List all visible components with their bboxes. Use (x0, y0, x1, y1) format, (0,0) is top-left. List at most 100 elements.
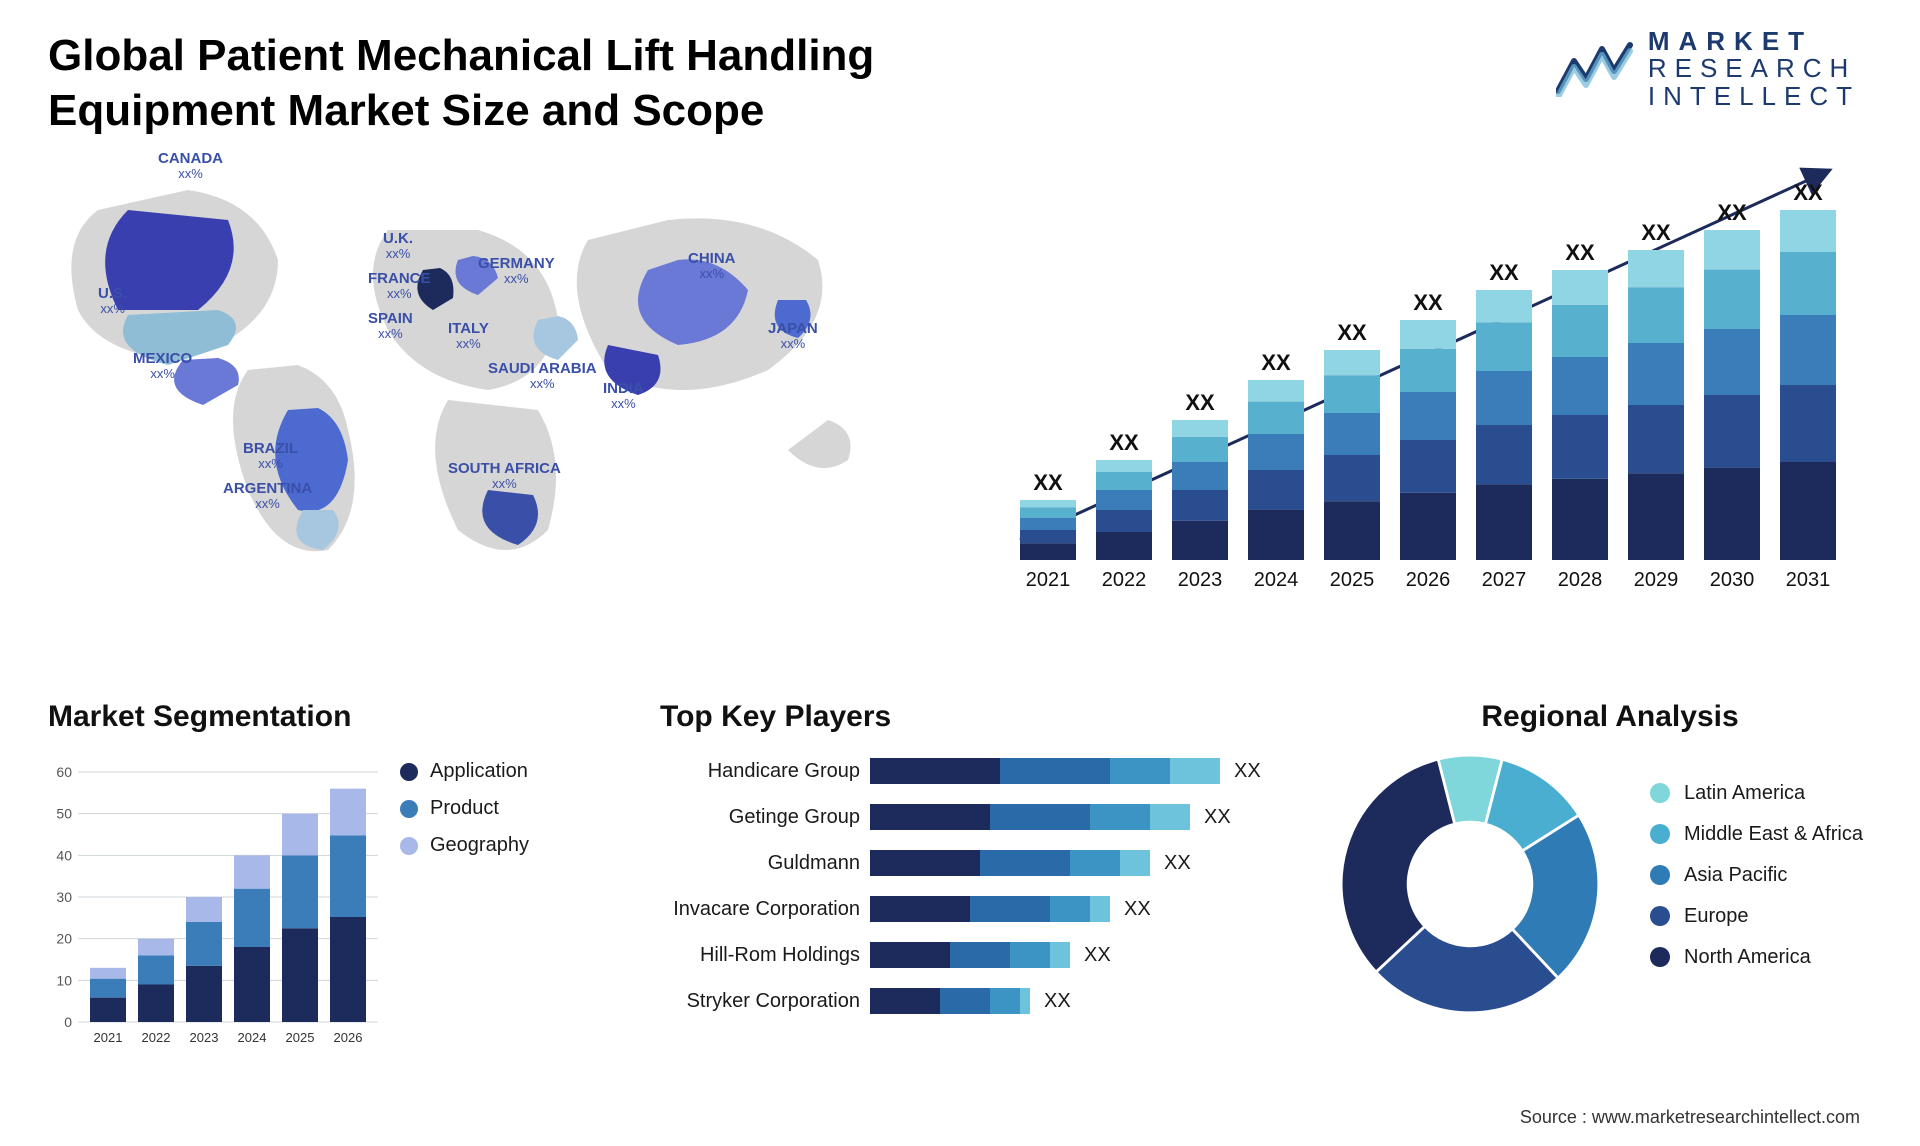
svg-text:XX: XX (1717, 200, 1747, 225)
brand-logo: MARKET RESEARCH INTELLECT (1556, 28, 1860, 110)
map-label: INDIAxx% (603, 380, 644, 412)
player-bar (870, 758, 1220, 784)
player-row: Getinge Group XX (660, 800, 1280, 834)
player-value: XX (1124, 898, 1151, 921)
player-value: XX (1234, 760, 1261, 783)
legend-item: Application (400, 760, 529, 783)
regional-legend: Latin America Middle East & Africa Asia Pa… (1650, 782, 1863, 987)
segmentation-chart: 0 10 20 30 40 50 60 2021 2022 2023 2024 2025 2026 (48, 752, 388, 1052)
player-label: Hill-Rom Holdings (660, 944, 870, 967)
svg-text:XX: XX (1109, 430, 1139, 455)
svg-text:2024: 2024 (1254, 569, 1299, 591)
svg-text:2031: 2031 (1786, 569, 1831, 591)
svg-text:XX: XX (1337, 320, 1367, 345)
svg-text:XX: XX (1261, 350, 1291, 375)
map-label: ITALYxx% (448, 320, 489, 352)
svg-text:0: 0 (64, 1014, 72, 1030)
player-bar (870, 896, 1110, 922)
player-value: XX (1164, 852, 1191, 875)
player-bar (870, 804, 1190, 830)
player-label: Guldmann (660, 852, 870, 875)
legend-item: Latin America (1650, 782, 1863, 805)
legend-item: North America (1650, 946, 1863, 969)
logo-icon (1556, 41, 1634, 97)
player-bar (870, 988, 1030, 1014)
map-label: GERMANYxx% (478, 255, 555, 287)
map-label: SPAINxx% (368, 310, 413, 342)
map-label: SAUDI ARABIAxx% (488, 360, 597, 392)
svg-text:2028: 2028 (1558, 569, 1603, 591)
svg-text:2021: 2021 (1026, 569, 1071, 591)
player-label: Handicare Group (660, 760, 870, 783)
svg-text:50: 50 (56, 806, 72, 822)
map-label: FRANCExx% (368, 270, 431, 302)
svg-text:XX: XX (1793, 180, 1823, 205)
svg-text:20: 20 (56, 931, 72, 947)
players-title: Top Key Players (660, 700, 1280, 734)
player-label: Invacare Corporation (660, 898, 870, 921)
svg-text:2026: 2026 (334, 1030, 363, 1045)
map-label: U.K.xx% (383, 230, 413, 262)
map-label: SOUTH AFRICAxx% (448, 460, 561, 492)
map-label: BRAZILxx% (243, 440, 298, 472)
svg-text:XX: XX (1641, 220, 1671, 245)
svg-text:2029: 2029 (1634, 569, 1679, 591)
legend-item: Product (400, 797, 529, 820)
page-title: Global Patient Mechanical Lift Handling … (48, 28, 948, 138)
svg-text:2021: 2021 (94, 1030, 123, 1045)
regional-donut (1330, 744, 1610, 1024)
players-section: Top Key Players Handicare GroupXXGetinge… (660, 700, 1280, 1030)
svg-text:2022: 2022 (1102, 569, 1147, 591)
segmentation-legend: Application Product Geography (400, 760, 529, 871)
svg-text:2023: 2023 (1178, 569, 1223, 591)
player-row: Invacare Corporation XX (660, 892, 1280, 926)
player-label: Stryker Corporation (660, 990, 870, 1013)
svg-text:2027: 2027 (1482, 569, 1527, 591)
logo-text: MARKET RESEARCH INTELLECT (1648, 28, 1860, 110)
svg-text:10: 10 (56, 972, 72, 988)
world-map: CANADAxx% U.S.xx% MEXICOxx% BRAZILxx% ARGENT… (48, 150, 908, 590)
player-row: Stryker Corporation XX (660, 984, 1280, 1018)
player-value: XX (1084, 944, 1111, 967)
player-bar (870, 850, 1150, 876)
svg-text:XX: XX (1413, 290, 1443, 315)
map-label: CHINAxx% (688, 250, 736, 282)
source-text: Source : www.marketresearchintellect.com (1520, 1107, 1860, 1128)
svg-text:60: 60 (56, 764, 72, 780)
player-bar (870, 942, 1070, 968)
svg-text:XX: XX (1185, 390, 1215, 415)
svg-text:2024: 2024 (238, 1030, 267, 1045)
player-row: Handicare Group XX (660, 754, 1280, 788)
main-forecast-chart: XX 2021 XX 2022 XX 2023 XX 2024 XX 2025 XX 2026 XX 20… (990, 160, 1860, 590)
legend-item: Middle East & Africa (1650, 823, 1863, 846)
legend-item: Europe (1650, 905, 1863, 928)
player-row: Guldmann XX (660, 846, 1280, 880)
svg-text:2030: 2030 (1710, 569, 1755, 591)
svg-text:2022: 2022 (142, 1030, 171, 1045)
player-value: XX (1044, 990, 1071, 1013)
map-label: CANADAxx% (158, 150, 223, 182)
map-label: MEXICOxx% (133, 350, 192, 382)
svg-text:XX: XX (1489, 260, 1519, 285)
map-label: U.S.xx% (98, 285, 127, 317)
svg-text:2025: 2025 (1330, 569, 1375, 591)
svg-text:XX: XX (1565, 240, 1595, 265)
svg-text:2023: 2023 (190, 1030, 219, 1045)
player-value: XX (1204, 806, 1231, 829)
svg-text:30: 30 (56, 889, 72, 905)
regional-title: Regional Analysis (1330, 700, 1890, 734)
players-chart: Handicare GroupXXGetinge GroupXXGuldmann… (660, 754, 1280, 1018)
player-label: Getinge Group (660, 806, 870, 829)
svg-text:2025: 2025 (286, 1030, 315, 1045)
legend-item: Asia Pacific (1650, 864, 1863, 887)
regional-section: Regional Analysis Latin America Middle Ea… (1330, 700, 1890, 1024)
map-label: ARGENTINAxx% (223, 480, 312, 512)
svg-text:2026: 2026 (1406, 569, 1451, 591)
segmentation-section: Market Segmentation 0 10 20 30 40 50 60 2021 202… (48, 700, 608, 1052)
legend-item: Geography (400, 834, 529, 857)
player-row: Hill-Rom Holdings XX (660, 938, 1280, 972)
svg-text:XX: XX (1033, 470, 1063, 495)
svg-text:40: 40 (56, 847, 72, 863)
segmentation-title: Market Segmentation (48, 700, 608, 734)
map-label: JAPANxx% (768, 320, 818, 352)
